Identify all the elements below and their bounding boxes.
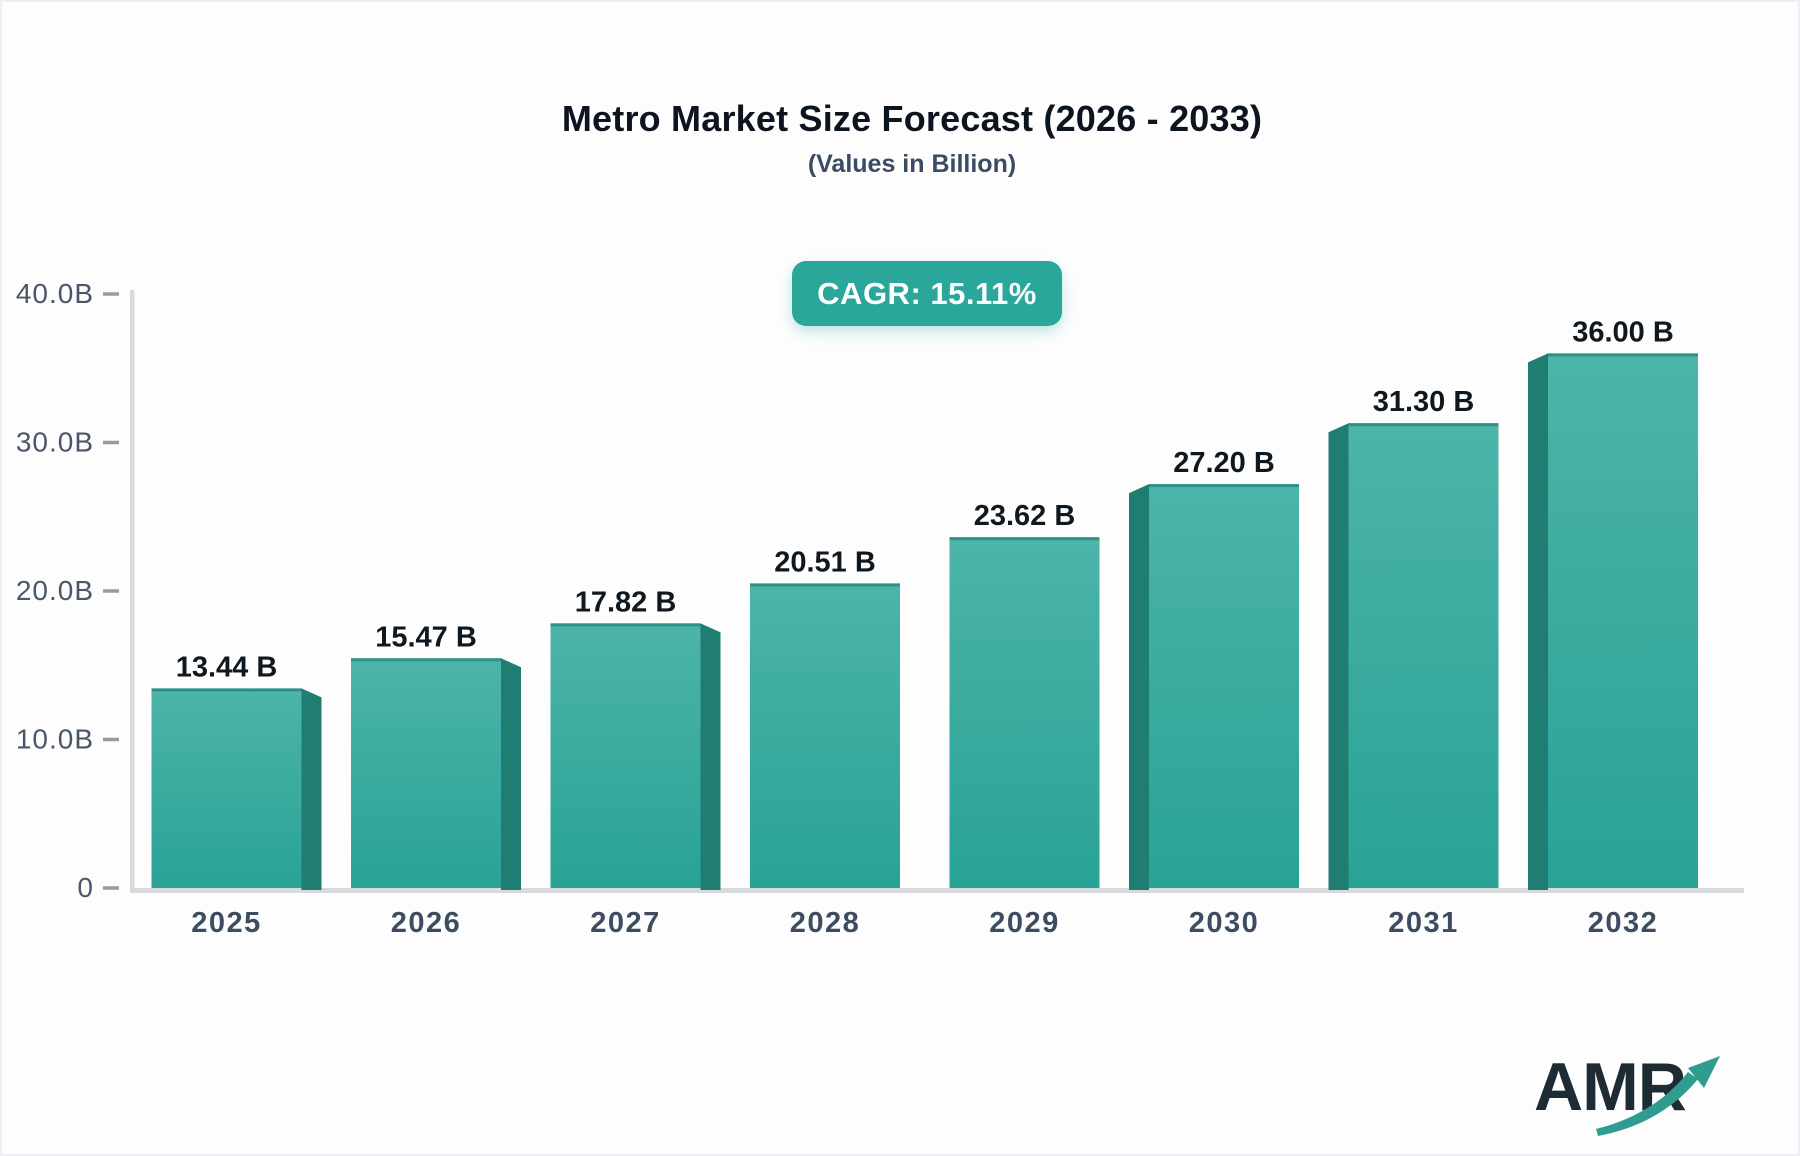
bar-value-label-2032: 36.00 B bbox=[1572, 316, 1674, 348]
bar-top-bevel-2032 bbox=[1548, 353, 1698, 357]
logo-arrowhead-icon bbox=[1688, 1056, 1720, 1088]
bar-top-bevel-2029 bbox=[949, 537, 1100, 541]
y-axis-tick bbox=[103, 886, 119, 890]
bar-value-label-2028: 20.51 B bbox=[774, 546, 876, 578]
amr-logo-text: AMR bbox=[1534, 1049, 1686, 1125]
y-axis-tick bbox=[103, 589, 119, 593]
bar-2030 bbox=[1149, 484, 1299, 888]
bar-top-bevel-2025 bbox=[151, 688, 302, 692]
bar-2029 bbox=[949, 537, 1100, 888]
cagr-badge: CAGR: 15.11% bbox=[792, 261, 1062, 326]
bar-2025 bbox=[151, 688, 302, 888]
bar-top-bevel-2027 bbox=[550, 623, 701, 627]
bar-value-label-2031: 31.30 B bbox=[1373, 386, 1475, 418]
x-axis-label-2031: 2031 bbox=[1388, 907, 1459, 939]
bar-value-label-2030: 27.20 B bbox=[1173, 447, 1275, 479]
chart-subtitle: (Values in Billion) bbox=[807, 150, 1017, 178]
y-axis-tick bbox=[103, 292, 119, 296]
x-axis-label-2030: 2030 bbox=[1189, 907, 1260, 939]
bar-2026 bbox=[351, 658, 501, 888]
y-axis-label: 20.0B bbox=[16, 575, 94, 606]
bar-value-label-2029: 23.62 B bbox=[974, 500, 1076, 532]
bar-top-bevel-2026 bbox=[351, 658, 501, 662]
bar-2032 bbox=[1548, 353, 1698, 888]
x-axis-label-2028: 2028 bbox=[790, 907, 861, 939]
bar-side-face-2026 bbox=[501, 658, 521, 890]
bar-side-face-2030 bbox=[1129, 484, 1149, 890]
y-axis-label: 10.0B bbox=[16, 724, 94, 755]
x-axis-line bbox=[130, 888, 1744, 893]
x-axis-label-2029: 2029 bbox=[989, 907, 1060, 939]
bar-2031 bbox=[1348, 423, 1499, 888]
bar-value-label-2027: 17.82 B bbox=[575, 586, 677, 618]
x-axis-label-2026: 2026 bbox=[391, 907, 462, 939]
bar-2027 bbox=[550, 623, 701, 888]
x-axis-label-2027: 2027 bbox=[590, 907, 661, 939]
y-axis-label: 40.0B bbox=[16, 278, 94, 309]
x-axis-label-2032: 2032 bbox=[1588, 907, 1659, 939]
logo-arrow-swoosh-icon bbox=[1596, 1072, 1698, 1136]
bar-side-face-2031 bbox=[1328, 423, 1349, 890]
bar-top-bevel-2028 bbox=[750, 583, 900, 587]
bar-top-bevel-2031 bbox=[1348, 423, 1499, 427]
bar-side-face-2027 bbox=[700, 623, 721, 890]
bar-side-face-2032 bbox=[1528, 353, 1548, 890]
y-axis-label: 0 bbox=[77, 872, 94, 903]
y-axis-tick bbox=[103, 737, 119, 742]
x-axis-label-2025: 2025 bbox=[191, 907, 262, 939]
y-axis-line bbox=[130, 290, 135, 893]
bar-side-face-2025 bbox=[301, 688, 322, 890]
y-axis-tick bbox=[103, 440, 119, 445]
bar-top-bevel-2030 bbox=[1149, 484, 1299, 488]
chart-title: Metro Market Size Forecast (2026 - 2033) bbox=[561, 98, 1263, 139]
bar-2028 bbox=[750, 583, 900, 888]
bar-value-label-2026: 15.47 B bbox=[375, 621, 477, 653]
amr-logo: AMR bbox=[1534, 1049, 1720, 1136]
y-axis-label: 30.0B bbox=[16, 427, 94, 458]
bar-value-label-2025: 13.44 B bbox=[176, 651, 278, 683]
